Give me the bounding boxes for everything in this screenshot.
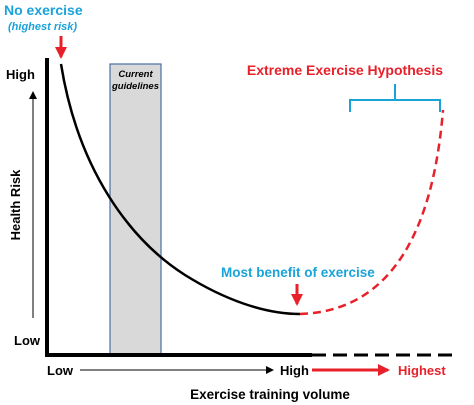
y-low-label: Low [14, 333, 41, 348]
guidelines-label-line2: guidelines [111, 81, 159, 92]
benefit-label: Most benefit of exercise [221, 265, 375, 280]
risk-curve-solid [59, 63, 301, 316]
x-highest-label: Highest [398, 363, 446, 378]
x-high-label: High [280, 363, 309, 378]
x-low-label: Low [47, 363, 74, 378]
hypothesis-label: Extreme Exercise Hypothesis [247, 62, 443, 78]
risk-curve-dashed [299, 109, 445, 316]
guidelines-label-line1: Current [118, 69, 153, 80]
x-axis-title: Exercise training volume [190, 387, 350, 402]
no-exercise-title: No exercise [4, 2, 83, 18]
no-exercise-subtitle: (highest risk) [8, 21, 77, 33]
hypothesis-bracket [349, 84, 441, 112]
y-axis-title: Health Risk [8, 169, 23, 241]
y-high-label: High [6, 67, 35, 82]
